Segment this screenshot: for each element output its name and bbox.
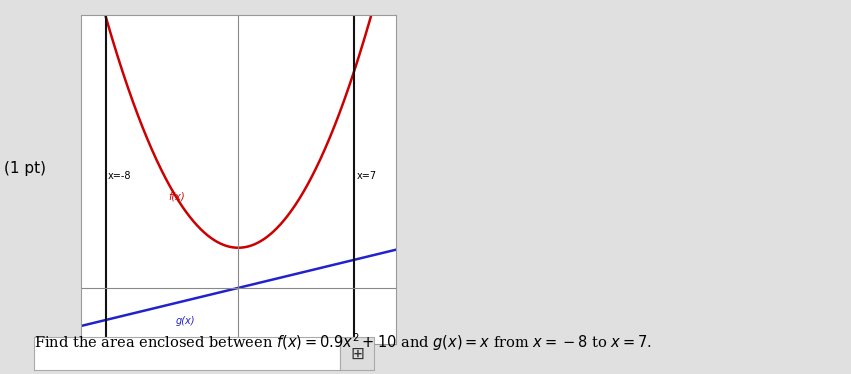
Text: Find the area enclosed between $\mathit{f}(x) = 0.9x^2 + 10$ and $\mathit{g}(x) : Find the area enclosed between $\mathit{… — [34, 331, 652, 353]
Text: (1 pt): (1 pt) — [4, 161, 46, 176]
Text: ⊞: ⊞ — [351, 344, 364, 362]
Text: x=-8: x=-8 — [108, 171, 132, 181]
Text: x=7: x=7 — [357, 171, 377, 181]
Text: f(x): f(x) — [168, 191, 186, 202]
Text: g(x): g(x) — [175, 316, 195, 326]
